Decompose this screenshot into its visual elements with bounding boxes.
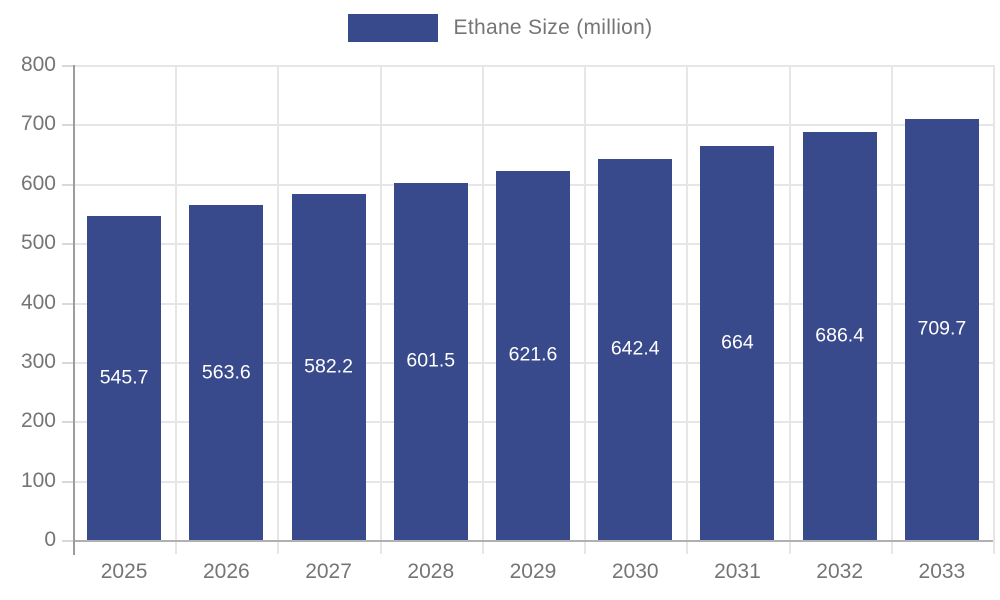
bar-value-label: 621.6 <box>508 343 558 366</box>
y-axis-tick-label: 200 <box>20 409 56 433</box>
y-axis-tick-label: 400 <box>20 290 56 314</box>
gridline-vertical <box>584 65 587 554</box>
y-axis-tick <box>62 302 73 305</box>
y-axis-tick <box>62 65 73 67</box>
x-axis-tick-label: 2026 <box>202 560 250 583</box>
bar-value-label: 709.7 <box>917 317 967 340</box>
gridline-vertical <box>481 65 484 554</box>
x-axis-tick-label: 2030 <box>611 560 659 583</box>
y-axis-tick-label: 0 <box>44 528 56 551</box>
x-axis-tick-label: 2025 <box>100 560 148 583</box>
x-axis-line <box>73 540 993 542</box>
bar: 601.5 <box>393 182 468 540</box>
x-axis-tick-label: 2028 <box>407 560 455 583</box>
gridline-vertical <box>277 65 280 554</box>
y-axis-tick-label: 800 <box>20 53 56 76</box>
gridline-vertical <box>175 65 178 554</box>
x-axis-tick-label: 2027 <box>305 560 352 583</box>
bar-value-label: 582.2 <box>304 355 353 378</box>
bar-value-label: 686.4 <box>815 324 865 347</box>
gridline-horizontal <box>73 124 993 127</box>
legend-label: Ethane Size (million) <box>453 16 653 39</box>
y-axis-tick <box>62 124 73 127</box>
x-axis-tick-label: 2029 <box>509 560 557 583</box>
bar: 621.6 <box>496 170 570 540</box>
bar-value-label: 664 <box>721 331 754 354</box>
bar: 664 <box>700 145 775 540</box>
x-axis-tick-label: 2033 <box>918 560 966 583</box>
bar: 563.6 <box>189 205 264 540</box>
gridline-vertical <box>788 65 791 554</box>
y-axis-tick <box>62 421 73 424</box>
plot-area: 0 100 200 300 400 500 600 700 800 545.7 563.6 582.2… <box>21 53 995 583</box>
gridline-vertical <box>993 65 995 554</box>
bar-value-label: 642.4 <box>610 337 660 360</box>
bar-value-label: 563.6 <box>201 361 251 384</box>
bar-value-label: 601.5 <box>406 349 456 372</box>
y-axis-line <box>73 65 75 555</box>
bar-value-label: 545.7 <box>99 366 149 389</box>
x-axis-tick-label: 2032 <box>816 560 864 583</box>
y-axis-tick-label: 600 <box>20 171 56 195</box>
y-axis-tick-label: 700 <box>20 112 56 136</box>
y-axis-tick-label: 100 <box>20 468 56 492</box>
y-axis-tick <box>62 480 73 483</box>
legend: Ethane Size (million) <box>0 14 1000 42</box>
y-axis-tick-label: 500 <box>20 231 56 255</box>
gridline-vertical <box>890 65 893 554</box>
gridline-vertical <box>379 65 382 554</box>
x-axis-tick-label: 2031 <box>714 560 761 583</box>
bar: 686.4 <box>802 132 877 540</box>
gridline-horizontal <box>73 65 993 67</box>
bar: 582.2 <box>291 194 366 540</box>
bar: 642.4 <box>598 158 673 540</box>
bar: 545.7 <box>87 215 162 540</box>
y-axis-tick <box>62 540 73 542</box>
bar: 709.7 <box>904 118 979 540</box>
y-axis-tick-label: 300 <box>20 349 56 373</box>
gridline-vertical <box>686 65 689 554</box>
y-axis-tick <box>62 361 73 364</box>
legend-color-swatch <box>347 14 438 42</box>
y-axis-tick <box>62 243 73 246</box>
y-axis-tick <box>62 183 73 186</box>
